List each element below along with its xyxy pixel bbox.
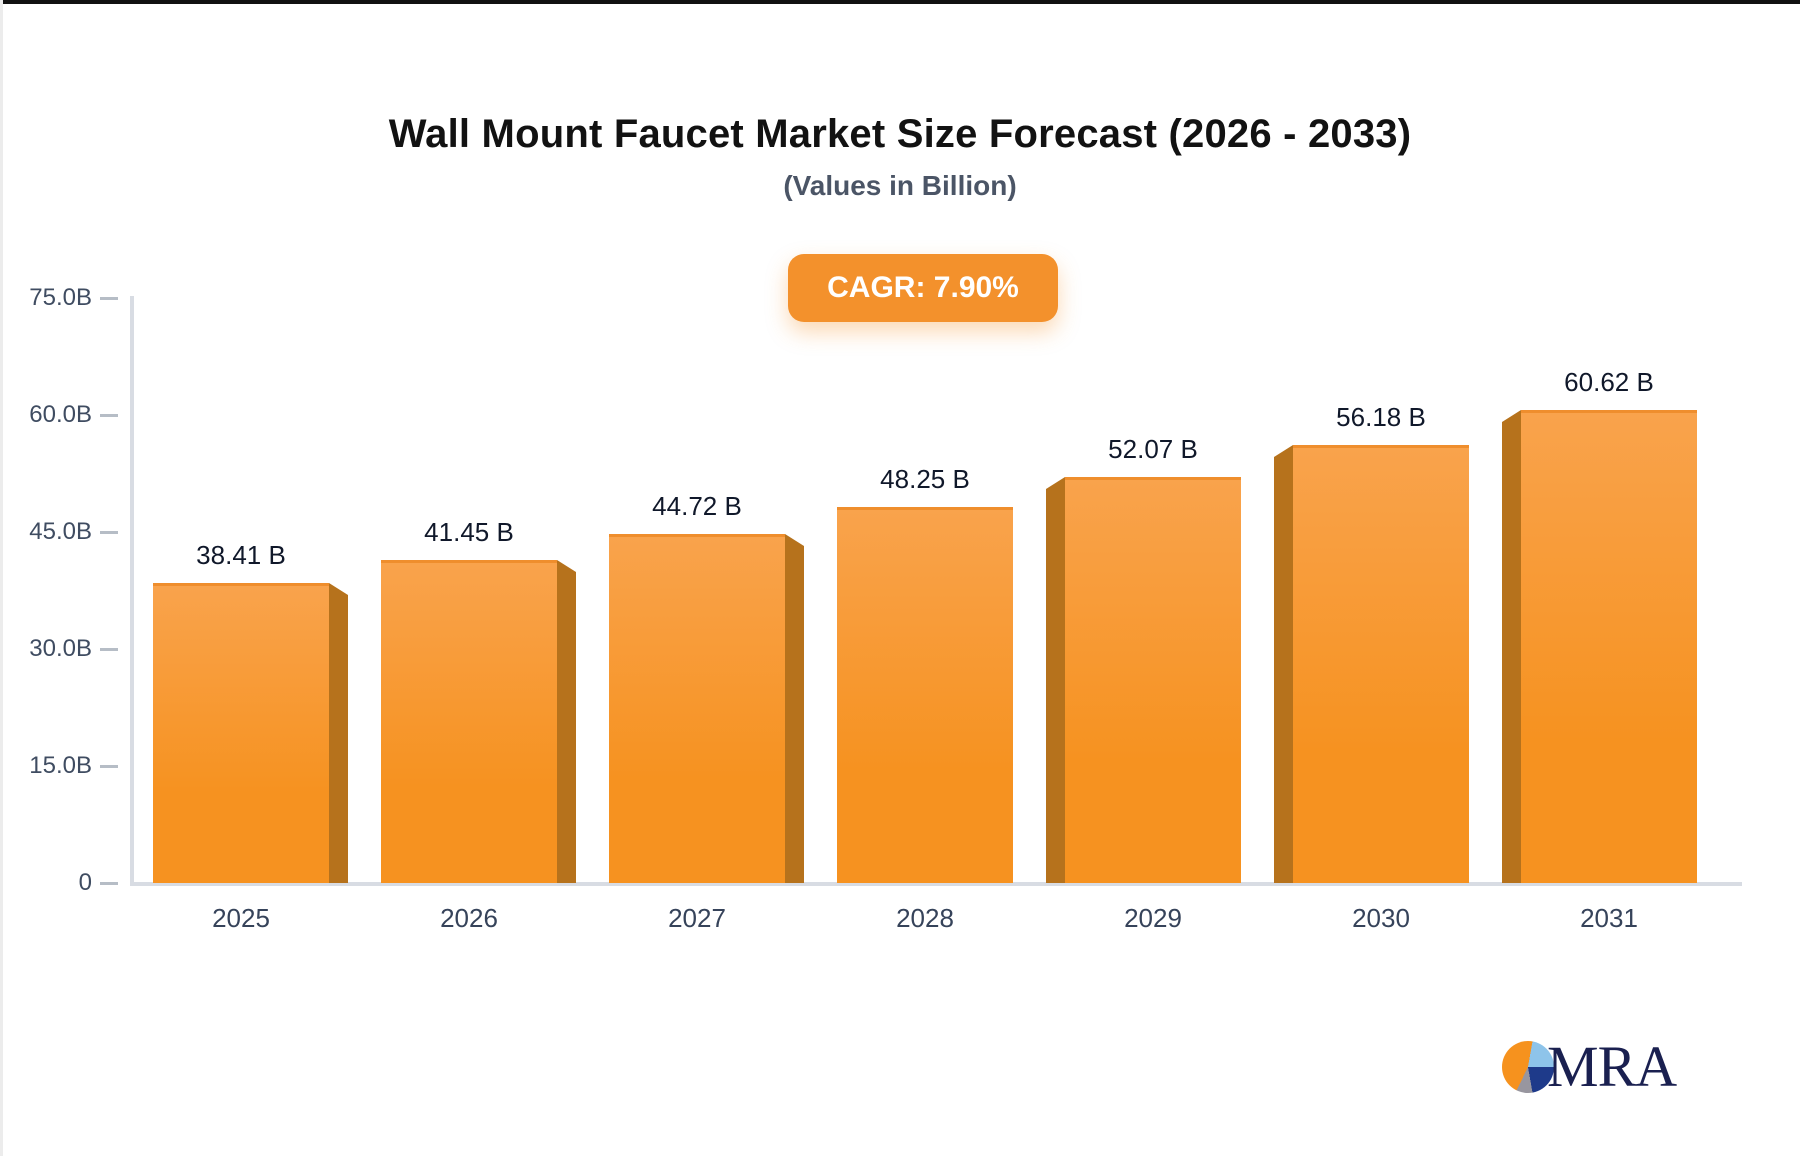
y-tick-mark <box>100 414 118 417</box>
y-tick-mark <box>100 882 118 885</box>
chart-subtitle: (Values in Billion) <box>783 170 1017 201</box>
bar-value-label-2031: 60.62 B <box>1564 367 1654 397</box>
x-axis-label-2030: 2030 <box>1352 903 1410 933</box>
y-tick-label: 0 <box>78 869 92 896</box>
y-tick-mark <box>100 531 118 534</box>
y-tick-label: 30.0B <box>29 635 92 662</box>
bar-value-label-2027: 44.72 B <box>652 491 742 521</box>
x-axis-label-2031: 2031 <box>1580 903 1638 933</box>
x-axis-label-2029: 2029 <box>1124 903 1182 933</box>
bar-value-label-2030: 56.18 B <box>1336 402 1426 432</box>
bar-2029 <box>1065 477 1241 883</box>
y-tick-mark <box>100 765 118 768</box>
bar-value-label-2029: 52.07 B <box>1108 434 1198 464</box>
mra-logo: MRA <box>1502 1034 1677 1099</box>
bar-3d-side-2027 <box>785 534 804 883</box>
y-tick-label: 75.0B <box>29 284 92 311</box>
pie-chart-logo-icon <box>1502 1041 1554 1093</box>
bar-3d-side-2026 <box>557 560 576 883</box>
x-axis-baseline <box>130 882 1742 886</box>
bar-3d-side-2025 <box>329 583 348 883</box>
logo-text: MRA <box>1547 1034 1677 1099</box>
x-axis-label-2025: 2025 <box>212 903 270 933</box>
y-tick-label: 45.0B <box>29 518 92 545</box>
x-axis-label-2026: 2026 <box>440 903 498 933</box>
y-tick-mark <box>100 648 118 651</box>
y-tick-label: 60.0B <box>29 401 92 428</box>
x-axis-label-2027: 2027 <box>668 903 726 933</box>
bar-3d-side-2029 <box>1046 477 1065 883</box>
bar-value-label-2026: 41.45 B <box>424 517 514 547</box>
y-axis-line <box>130 296 134 883</box>
left-border-strip <box>0 0 3 1156</box>
top-border-strip <box>0 0 1800 4</box>
bar-value-label-2028: 48.25 B <box>880 464 970 494</box>
cagr-badge: CAGR: 7.90% <box>788 254 1058 322</box>
bar-2028 <box>837 507 1013 883</box>
bar-2026 <box>381 560 557 883</box>
bar-2025 <box>153 583 329 883</box>
bar-3d-side-2030 <box>1274 445 1293 883</box>
y-tick-label: 15.0B <box>29 752 92 779</box>
bar-2030 <box>1293 445 1469 883</box>
x-axis-label-2028: 2028 <box>896 903 954 933</box>
bar-2031 <box>1521 410 1697 883</box>
bar-2027 <box>609 534 785 883</box>
bar-value-label-2025: 38.41 B <box>196 540 286 570</box>
y-tick-mark <box>100 297 118 300</box>
chart-title: Wall Mount Faucet Market Size Forecast (… <box>388 112 1412 156</box>
bar-3d-side-2031 <box>1502 410 1521 883</box>
